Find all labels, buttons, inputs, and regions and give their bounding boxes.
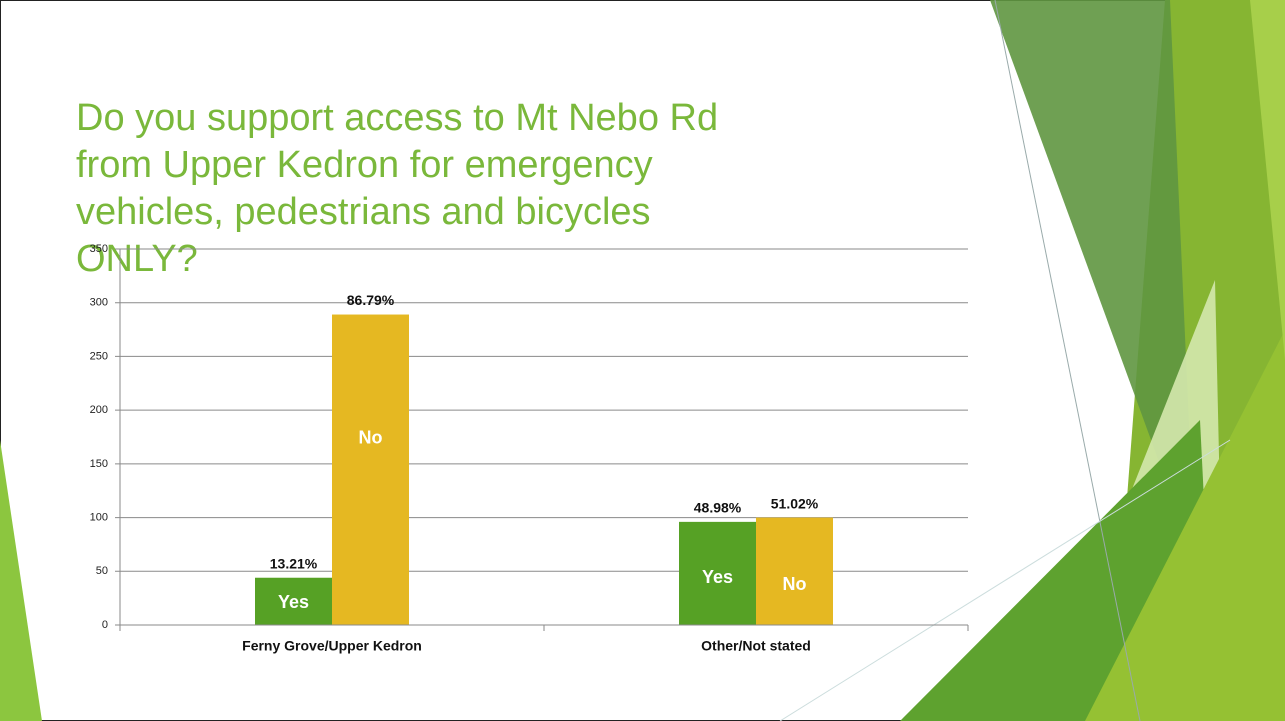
bar [332,314,409,625]
bar-series-label: No [359,427,383,447]
data-label: 86.79% [347,292,395,308]
bar-series-label: Yes [278,592,309,612]
y-tick-label: 250 [90,350,108,362]
y-tick-label: 150 [90,458,108,470]
y-tick-label: 50 [96,565,108,577]
y-tick-label: 100 [90,511,108,523]
data-label: 51.02% [771,495,819,511]
chart-title: Do you support access to Mt Nebo Rd from … [76,97,718,280]
bar-series-label: No [783,574,807,594]
x-tick-label: Other/Not stated [701,638,811,654]
y-tick-label: 350 [90,243,108,255]
y-tick-label: 200 [90,404,108,416]
data-label: 13.21% [270,555,318,571]
y-tick-label: 0 [102,619,108,631]
data-label: 48.98% [694,500,742,516]
bar [679,521,756,625]
y-tick-label: 300 [90,297,108,309]
x-tick-label: Ferny Grove/Upper Kedron [242,638,422,654]
bar [756,517,833,625]
bar-series-label: Yes [702,567,733,587]
bar [255,577,332,625]
